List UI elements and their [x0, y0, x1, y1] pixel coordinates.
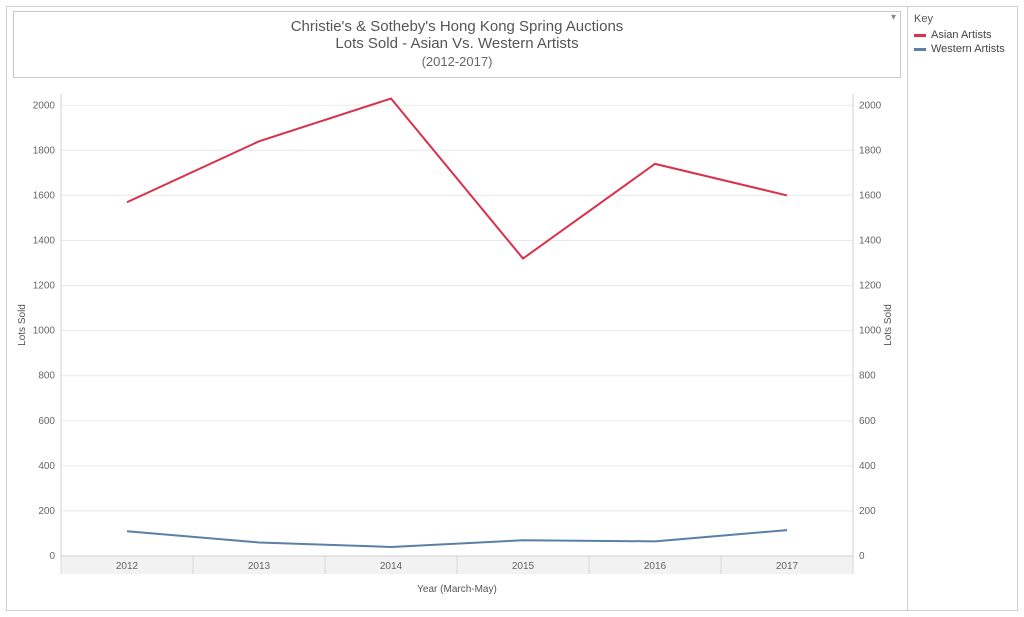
- y-tick-left: 1800: [33, 145, 56, 156]
- y-tick-right: 600: [859, 416, 876, 427]
- y-axis-label-left: Lots Sold: [17, 304, 28, 346]
- legend-item-western-artists[interactable]: Western Artists: [914, 43, 1011, 55]
- x-tick: 2013: [248, 561, 271, 572]
- y-tick-right: 400: [859, 461, 876, 472]
- y-tick-right: 1800: [859, 145, 882, 156]
- y-tick-left: 800: [38, 371, 55, 382]
- y-tick-right: 2000: [859, 100, 882, 111]
- y-tick-left: 1600: [33, 190, 56, 201]
- y-tick-left: 400: [38, 461, 55, 472]
- y-tick-right: 1400: [859, 235, 882, 246]
- legend-item-asian-artists[interactable]: Asian Artists: [914, 29, 1011, 41]
- y-tick-left: 200: [38, 506, 55, 517]
- y-tick-left: 600: [38, 416, 55, 427]
- chart-title-box: Christie's & Sotheby's Hong Kong Spring …: [13, 11, 901, 78]
- legend-items: Asian Artists Western Artists: [914, 29, 1011, 55]
- x-tick: 2015: [512, 561, 535, 572]
- chart-title-line2: Lots Sold - Asian Vs. Western Artists: [14, 35, 900, 52]
- legend-label: Western Artists: [931, 43, 1005, 55]
- y-axis-label-right: Lots Sold: [883, 304, 894, 346]
- plot-area: 0 0 200 200 400 400 600 600 800 800 1000 1000 1200 12…: [13, 84, 901, 604]
- x-axis-label: Year (March-May): [417, 584, 497, 595]
- y-tick-right: 0: [859, 551, 865, 562]
- y-tick-left: 0: [49, 551, 55, 562]
- y-tick-right: 200: [859, 506, 876, 517]
- chart-menu-caret-icon[interactable]: ▾: [891, 12, 896, 23]
- legend-panel: Key Asian Artists Western Artists: [907, 7, 1017, 610]
- chart-title-line1: Christie's & Sotheby's Hong Kong Spring …: [14, 18, 900, 35]
- chart-panel: Christie's & Sotheby's Hong Kong Spring …: [7, 7, 907, 610]
- chart-title-line3: (2012-2017): [14, 54, 900, 69]
- y-tick-right: 800: [859, 371, 876, 382]
- legend-swatch: [914, 48, 926, 51]
- y-tick-left: 2000: [33, 100, 56, 111]
- legend-swatch: [914, 34, 926, 37]
- y-tick-left: 1200: [33, 281, 56, 292]
- line-chart-svg: 0 0 200 200 400 400 600 600 800 800 1000 1000 1200 12…: [13, 84, 901, 604]
- y-tick-left: 1400: [33, 235, 56, 246]
- gridlines: 0 0 200 200 400 400 600 600 800 800 1000 1000 1200 12…: [33, 100, 882, 562]
- legend-label: Asian Artists: [931, 29, 992, 41]
- y-tick-right: 1200: [859, 281, 882, 292]
- x-tick: 2016: [644, 561, 667, 572]
- series-line-western-artists: [127, 530, 787, 547]
- x-tick: 2017: [776, 561, 799, 572]
- series-line-asian-artists: [127, 99, 787, 259]
- x-tick: 2014: [380, 561, 403, 572]
- y-tick-right: 1000: [859, 326, 882, 337]
- y-tick-left: 1000: [33, 326, 56, 337]
- chart-container: Christie's & Sotheby's Hong Kong Spring …: [6, 6, 1018, 611]
- y-tick-right: 1600: [859, 190, 882, 201]
- legend-title: Key: [914, 13, 1011, 25]
- x-tick: 2012: [116, 561, 139, 572]
